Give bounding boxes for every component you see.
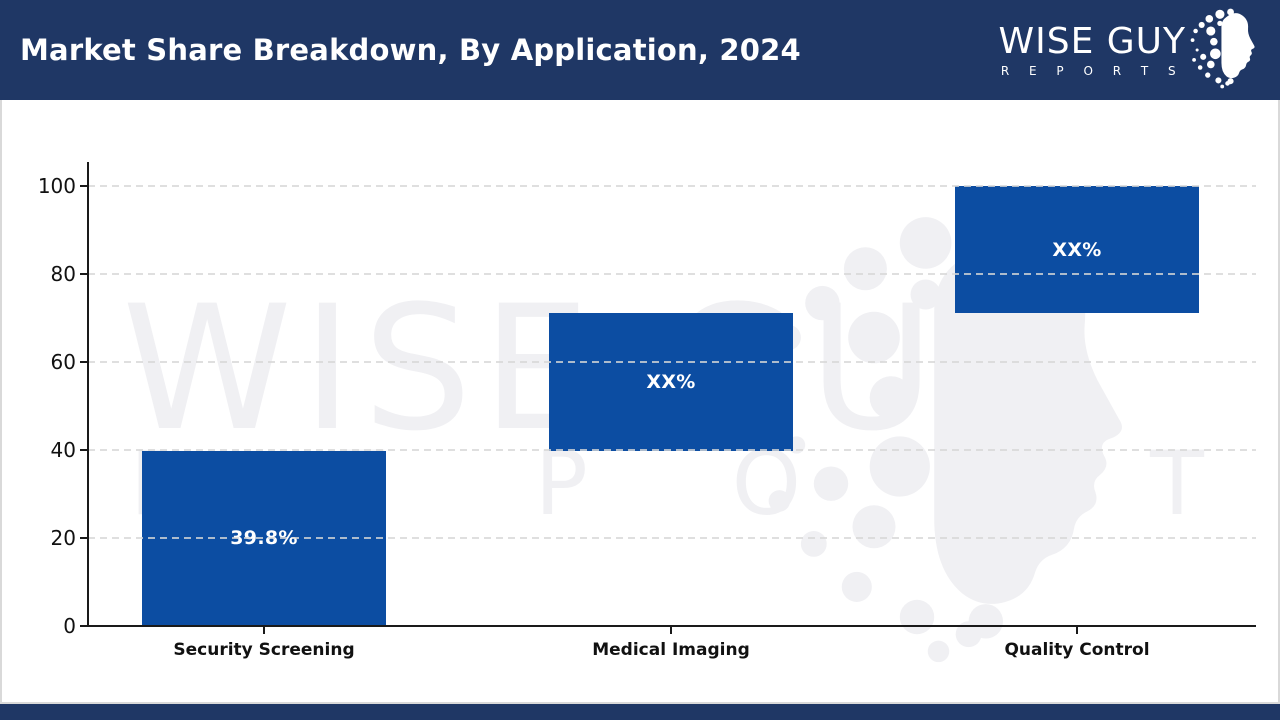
y-tick-label-20: 20 — [50, 526, 76, 550]
bar-value-label: XX% — [646, 371, 696, 394]
y-axis-spine — [87, 162, 89, 627]
y-tick-0 — [80, 625, 87, 627]
bar-value-label: XX% — [1052, 238, 1102, 261]
y-tick-40 — [80, 449, 87, 451]
gridline-100 — [88, 185, 1256, 187]
x-tick-1 — [670, 627, 672, 634]
page-border-bottom — [0, 702, 1280, 704]
x-tick-2 — [1076, 627, 1078, 634]
gridline-40 — [88, 449, 1256, 451]
x-category-label: Medical Imaging — [592, 640, 750, 660]
y-tick-label-80: 80 — [50, 262, 76, 286]
gridline-60 — [88, 361, 1256, 363]
bar-quality-control: XX% — [955, 186, 1199, 314]
y-tick-80 — [80, 273, 87, 275]
dotted-face-icon — [1190, 8, 1255, 89]
y-tick-20 — [80, 537, 87, 539]
logo-wordmark: WISE GUY — [998, 21, 1186, 62]
y-tick-label-40: 40 — [50, 438, 76, 462]
y-tick-60 — [80, 361, 87, 363]
y-tick-label-100: 100 — [37, 174, 76, 198]
page-border-left — [0, 100, 2, 720]
x-axis-spine — [87, 625, 1256, 627]
header-bar: Market Share Breakdown, By Application, … — [0, 0, 1280, 100]
logo-text: WISE GUY R E P O R T S — [998, 21, 1187, 79]
gridline-20 — [88, 537, 1256, 539]
logo-subtitle: R E P O R T S — [1000, 64, 1184, 78]
page-border-right — [1278, 100, 1280, 720]
wise-guy-logo: WISE GUY R E P O R T S — [999, 8, 1265, 92]
x-category-label: Security Screening — [173, 640, 355, 660]
footer-bar — [0, 704, 1280, 720]
gridline-80 — [88, 273, 1256, 275]
y-tick-label-60: 60 — [50, 350, 76, 374]
bar-medical-imaging: XX% — [549, 313, 793, 451]
x-tick-0 — [263, 627, 265, 634]
y-tick-label-0: 0 — [63, 614, 76, 638]
x-category-label: Quality Control — [1004, 640, 1150, 660]
y-tick-100 — [80, 185, 87, 187]
page-title: Market Share Breakdown, By Application, … — [20, 33, 801, 67]
